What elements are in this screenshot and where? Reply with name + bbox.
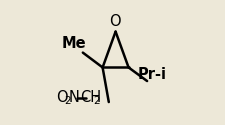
Text: Me: Me [62, 36, 86, 52]
Text: 2: 2 [94, 96, 100, 106]
Text: O: O [109, 14, 121, 29]
Text: N: N [68, 90, 79, 105]
Text: 2: 2 [64, 96, 71, 106]
Text: CH: CH [80, 90, 101, 105]
Text: O: O [56, 90, 68, 105]
Text: Pr-i: Pr-i [137, 67, 166, 82]
